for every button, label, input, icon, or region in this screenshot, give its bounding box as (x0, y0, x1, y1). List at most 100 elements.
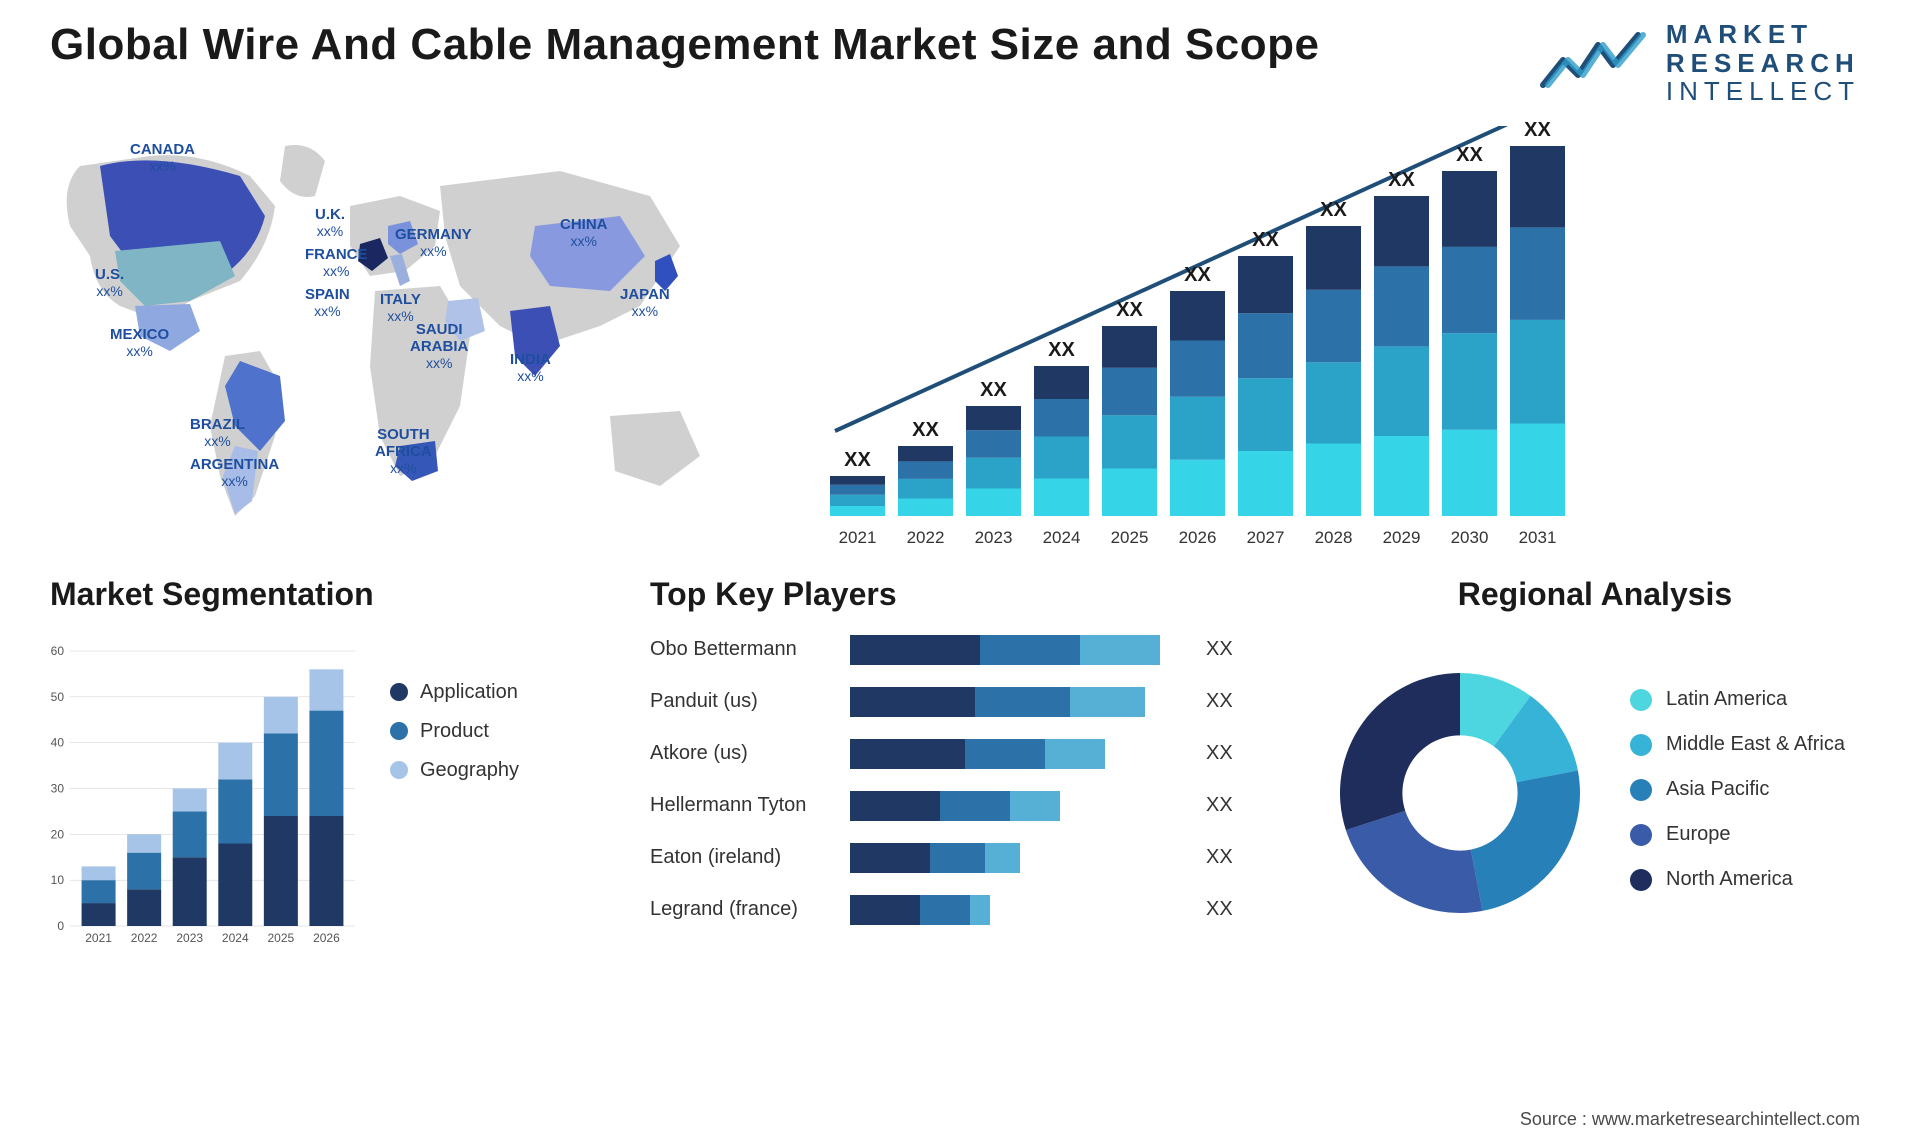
page-title: Global Wire And Cable Management Market … (50, 20, 1319, 70)
map-label-u.s.: U.S.xx% (95, 266, 124, 301)
player-bar-seg (965, 739, 1045, 769)
growth-bar-2031-seg3 (1510, 146, 1565, 227)
world-map-panel: CANADAxx%U.S.xx%MEXICOxx%BRAZILxx%ARGENT… (40, 126, 760, 546)
seg-bar (264, 733, 298, 816)
growth-bar-value: XX (1252, 229, 1279, 252)
player-name: Obo Bettermann (650, 638, 850, 661)
key-players-panel: Top Key Players Obo BettermannXXPanduit … (640, 576, 1280, 996)
player-bar-seg (1080, 635, 1160, 665)
legend-label: North America (1666, 868, 1793, 891)
regional-title: Regional Analysis (1320, 576, 1860, 613)
growth-bar-value: XX (1320, 199, 1347, 222)
legend-swatch (390, 761, 408, 779)
legend-label: Application (420, 681, 518, 704)
segmentation-title: Market Segmentation (40, 576, 600, 613)
growth-bar-2021-seg3 (830, 476, 885, 485)
growth-bar-2029-seg3 (1374, 196, 1429, 266)
player-value: XX (1206, 794, 1233, 817)
growth-bar-2031-seg0 (1510, 423, 1565, 516)
growth-bar-2029-seg1 (1374, 346, 1429, 436)
player-bar (850, 791, 1190, 821)
player-bar-seg (930, 843, 985, 873)
growth-bar-2028-seg2 (1306, 290, 1361, 363)
seg-legend-item: Geography (390, 759, 519, 782)
player-bar-seg (850, 687, 975, 717)
seg-bar (82, 903, 116, 926)
growth-bar-2028-seg1 (1306, 362, 1361, 443)
donut-slice-europe (1346, 811, 1483, 913)
growth-year-label: 2031 (1519, 528, 1557, 548)
map-label-u.k.: U.K.xx% (315, 206, 345, 241)
seg-bar (309, 710, 343, 815)
seg-bar (309, 669, 343, 710)
growth-bar-value: XX (1184, 264, 1211, 287)
market-growth-chart: 2021XX2022XX2023XX2024XX2025XX2026XX2027… (810, 126, 1860, 546)
seg-bar (127, 852, 161, 889)
growth-bar-2029-seg0 (1374, 436, 1429, 516)
player-row: Obo BettermannXX (650, 631, 1280, 669)
growth-bar-2026-seg3 (1170, 291, 1225, 341)
growth-bar-2023-seg1 (966, 457, 1021, 488)
player-value: XX (1206, 898, 1233, 921)
growth-bar-value: XX (912, 419, 939, 442)
player-value: XX (1206, 690, 1233, 713)
legend-label: Product (420, 720, 489, 743)
growth-bar-2023-seg0 (966, 488, 1021, 516)
growth-bar-2024-seg3 (1034, 366, 1089, 399)
seg-bar (309, 816, 343, 926)
legend-swatch (1630, 779, 1652, 801)
player-bar-seg (940, 791, 1010, 821)
growth-bar-2031-seg1 (1510, 320, 1565, 424)
segmentation-legend: Application Product Geography (390, 631, 519, 961)
seg-bar (127, 834, 161, 852)
regional-donut-chart (1320, 653, 1600, 938)
player-bar (850, 687, 1190, 717)
segmentation-panel: Market Segmentation 01020304050602021202… (40, 576, 600, 996)
legend-swatch (1630, 689, 1652, 711)
growth-bar-2030-seg3 (1442, 171, 1497, 247)
seg-bar (173, 788, 207, 811)
growth-year-label: 2025 (1111, 528, 1149, 548)
map-label-japan: JAPANxx% (620, 286, 670, 321)
player-bar-seg (850, 843, 930, 873)
growth-year-label: 2028 (1315, 528, 1353, 548)
player-bar-seg (1045, 739, 1105, 769)
growth-bar-2029-seg2 (1374, 266, 1429, 346)
svg-text:50: 50 (51, 690, 65, 704)
map-label-brazil: BRAZILxx% (190, 416, 245, 451)
growth-bar-2028-seg3 (1306, 226, 1361, 290)
growth-bar-2027-seg3 (1238, 256, 1293, 313)
player-bar-seg (850, 635, 980, 665)
growth-bar-value: XX (1388, 169, 1415, 192)
svg-text:2021: 2021 (85, 931, 112, 945)
growth-bar-2025-seg0 (1102, 468, 1157, 516)
player-bar (850, 635, 1190, 665)
growth-bar-2024-seg1 (1034, 436, 1089, 478)
map-label-south-africa: SOUTHAFRICAxx% (375, 426, 432, 478)
player-bar-seg (1070, 687, 1145, 717)
growth-year-label: 2029 (1383, 528, 1421, 548)
regional-legend-item: Latin America (1630, 688, 1845, 711)
growth-bar-value: XX (1524, 119, 1551, 142)
growth-bar-2026-seg1 (1170, 397, 1225, 460)
player-value: XX (1206, 846, 1233, 869)
legend-label: Asia Pacific (1666, 778, 1769, 801)
brand-logo: MARKET RESEARCH INTELLECT (1538, 20, 1860, 106)
growth-bar-2030-seg1 (1442, 333, 1497, 430)
player-bar-seg (920, 895, 970, 925)
regional-legend-item: Asia Pacific (1630, 778, 1845, 801)
seg-bar (218, 843, 252, 926)
source-attribution: Source : www.marketresearchintellect.com (1520, 1109, 1860, 1130)
seg-bar (127, 889, 161, 926)
growth-bar-value: XX (844, 449, 871, 472)
growth-bar-2030-seg2 (1442, 247, 1497, 333)
regional-legend-item: Europe (1630, 823, 1845, 846)
segmentation-chart: 0102030405060202120222023202420252026 (40, 631, 360, 961)
legend-swatch (390, 722, 408, 740)
seg-bar (82, 880, 116, 903)
growth-bar-2027-seg2 (1238, 313, 1293, 378)
growth-bar-2025-seg2 (1102, 368, 1157, 416)
growth-bar-value: XX (1048, 339, 1075, 362)
growth-bar-2025-seg1 (1102, 415, 1157, 468)
seg-bar (173, 811, 207, 857)
